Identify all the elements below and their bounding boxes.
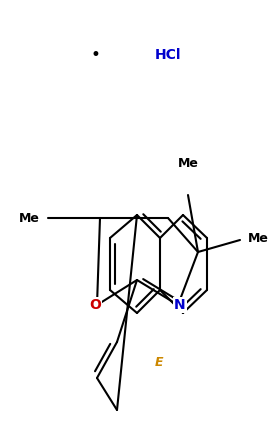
Text: Me: Me: [19, 211, 40, 224]
Text: HCl: HCl: [155, 48, 182, 62]
Text: N: N: [174, 298, 186, 312]
Text: O: O: [89, 298, 101, 312]
Text: •: •: [90, 46, 100, 64]
Text: Me: Me: [177, 157, 198, 170]
Text: E: E: [155, 355, 163, 368]
Text: Me: Me: [248, 232, 269, 245]
